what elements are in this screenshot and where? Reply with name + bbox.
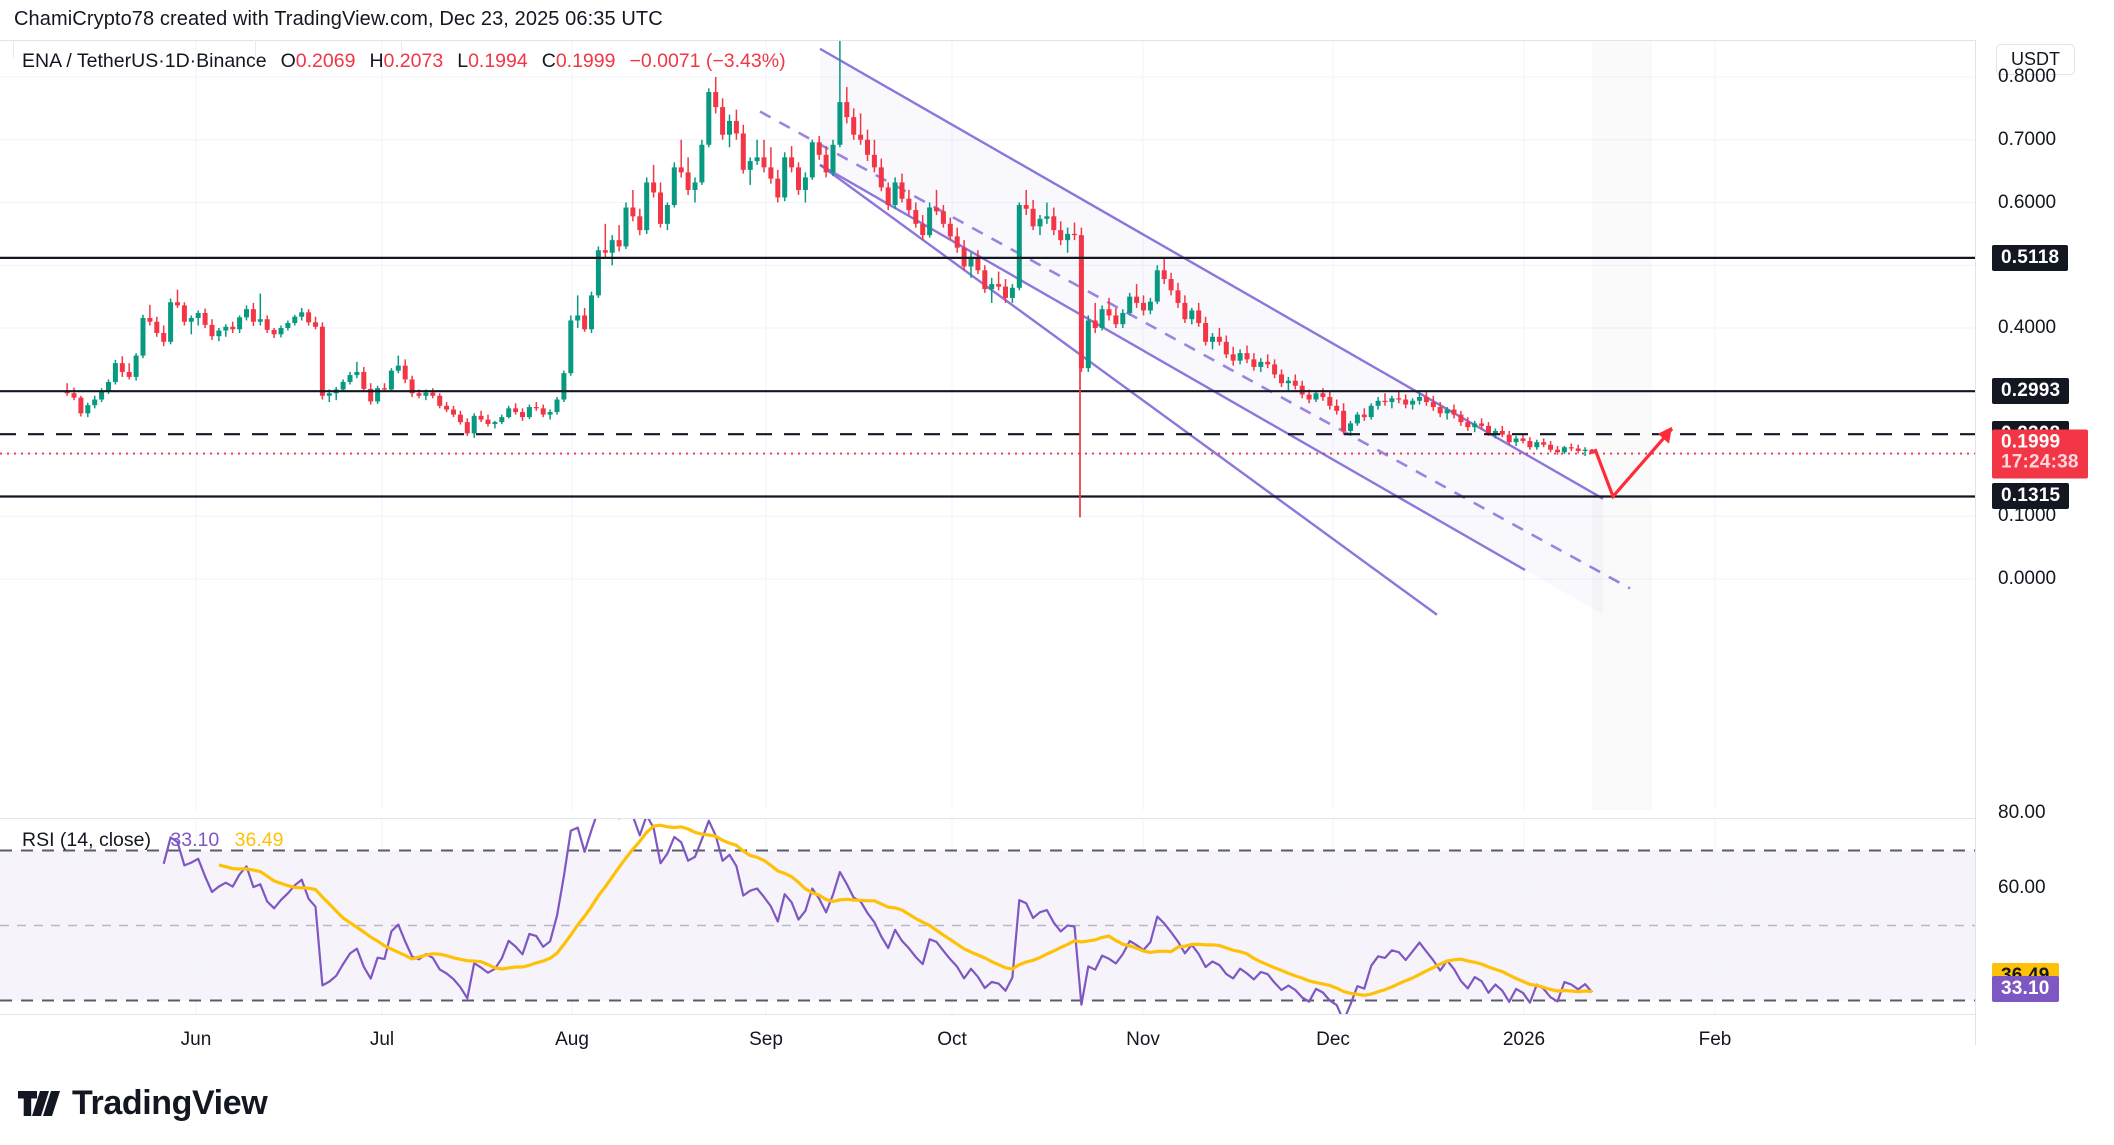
legend-low-label: L (457, 50, 469, 72)
time-tick-label: Jul (369, 1029, 395, 1050)
time-tick-label: 2026 (1502, 1029, 1546, 1050)
countdown-timer: 17:24:38 (2001, 451, 2079, 473)
legend-interval[interactable]: 1D (164, 50, 190, 72)
rsi-ma-line[interactable] (218, 823, 1593, 997)
badge-value: 0.5118 (2001, 246, 2060, 268)
legend-divider (13, 40, 14, 58)
badge-value: 0.1999 (2001, 431, 2061, 453)
time-tick-label: Sep (749, 1029, 783, 1050)
price-tick-label: 0.4000 (1998, 317, 2057, 338)
last-price-badge[interactable]: 0.1999 17:24:38 (1992, 429, 2088, 479)
time-tick-label: Jun (180, 1029, 212, 1050)
price-pane[interactable] (0, 40, 1975, 810)
tradingview-mark-icon (18, 1090, 60, 1116)
legend-symbol[interactable]: ENA / TetherUS (22, 50, 159, 72)
rsi-chart-canvas[interactable] (0, 818, 1975, 1014)
legend-open-value: 0.2069 (295, 50, 356, 72)
price-tick-label: 0.0000 (1998, 568, 2057, 589)
rsi-pane-top-border (0, 818, 1975, 819)
projection-arrow[interactable] (1593, 426, 1674, 500)
legend-close-value: 0.1999 (555, 50, 616, 72)
rsi-value-badge[interactable]: 33.10 (1992, 975, 2059, 1002)
price-level-badge[interactable]: 0.2993 (1992, 378, 2070, 405)
price-tick-label: 0.6000 (1998, 191, 2057, 213)
legend-low-value: 0.1994 (468, 50, 528, 72)
legend-sep: · (158, 50, 165, 72)
rsi-legend-value: 33.10 (170, 829, 220, 851)
descending-channel[interactable] (759, 47, 1631, 616)
time-tick-label: Feb (1698, 1029, 1732, 1050)
time-tick-label: Oct (937, 1029, 967, 1050)
time-tick-label: Dec (1316, 1029, 1350, 1050)
tradingview-wordmark: TradingView (72, 1084, 268, 1122)
rsi-tick-label: 60.00 (1998, 877, 2046, 898)
legend-close-label: C (541, 50, 556, 72)
time-axis[interactable]: Jun Jul Aug Sep Oct Nov Dec 2026 Feb (0, 1014, 1975, 1058)
legend-divider (401, 40, 402, 58)
price-tick-label: 0.1000 (1998, 505, 2057, 527)
currency-chip[interactable]: USDT (1996, 44, 2075, 75)
rsi-legend-ma-value: 36.49 (234, 829, 284, 851)
legend-open-label: O (280, 50, 296, 72)
price-tick-label: 0.8000 (1998, 66, 2057, 87)
rsi-legend[interactable]: RSI (14, close) 33.10 36.49 (22, 829, 283, 852)
price-level-badge[interactable]: 0.1315 (1992, 483, 2070, 510)
price-tick-label: 0.7000 (1998, 128, 2057, 150)
legend-sep: · (189, 50, 197, 72)
rsi-legend-title[interactable]: RSI (14, close) (22, 829, 151, 851)
price-level-lines[interactable] (0, 256, 1975, 498)
candle-series[interactable] (64, 40, 1595, 457)
price-axis[interactable]: USDT 0.80000.70000.60000.50000.40000.300… (1975, 40, 2114, 1014)
legend-high-value: 0.2073 (383, 50, 444, 72)
time-tick-label: Aug (555, 1029, 589, 1050)
legend-high-label: H (369, 50, 384, 72)
price-chart-canvas[interactable] (0, 40, 1975, 810)
legend-exchange[interactable]: Binance (196, 50, 267, 72)
attribution-text: ChamiCrypto78 created with TradingView.c… (14, 8, 663, 30)
badge-value: 0.1315 (2001, 485, 2061, 507)
tradingview-logo: TradingView (18, 1084, 268, 1123)
badge-value: 0.2993 (2001, 380, 2061, 402)
price-level-badge[interactable]: 0.5118 (1992, 244, 2069, 271)
rsi-tick-label: 80.00 (1998, 802, 2046, 823)
legend-change: −0.0071 (−3.43%) (629, 50, 786, 72)
time-tick-label: Nov (1126, 1029, 1160, 1050)
pane-top-border (0, 40, 1975, 41)
forecast-shade (1592, 40, 1652, 810)
rsi-pane[interactable] (0, 818, 1975, 1014)
legend-divider (255, 40, 256, 58)
